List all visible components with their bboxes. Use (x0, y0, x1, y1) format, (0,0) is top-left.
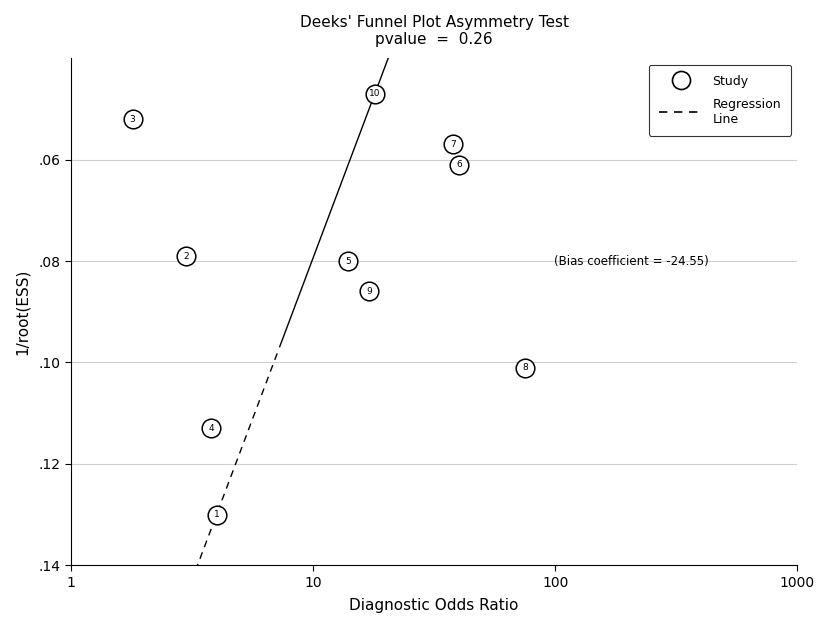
Point (362, 286, 375, 296)
Point (447, 139, 460, 149)
X-axis label: Diagnostic Odds Ratio: Diagnostic Odds Ratio (349, 598, 519, 613)
Point (342, 256, 355, 266)
Text: 4: 4 (208, 424, 214, 433)
Text: 1: 1 (213, 510, 219, 519)
Text: 8: 8 (522, 363, 528, 372)
Point (518, 362, 531, 372)
Text: 10: 10 (369, 89, 381, 98)
Text: 3: 3 (129, 115, 135, 124)
Point (126, 114, 139, 124)
Y-axis label: 1/root(ESS): 1/root(ESS) (15, 269, 30, 355)
Text: 6: 6 (456, 160, 461, 170)
Text: 5: 5 (345, 257, 351, 266)
Text: 2: 2 (183, 251, 189, 261)
Point (204, 423, 217, 433)
Legend: Study, Regression
Line: Study, Regression Line (649, 65, 791, 136)
Point (210, 509, 223, 519)
Text: 7: 7 (451, 140, 457, 149)
Text: (Bias coefficient = -24.55): (Bias coefficient = -24.55) (554, 254, 709, 268)
Point (179, 251, 193, 261)
Point (452, 160, 466, 170)
Point (369, 89, 382, 99)
Title: Deeks' Funnel Plot Asymmetry Test
pvalue  =  0.26: Deeks' Funnel Plot Asymmetry Test pvalue… (300, 15, 569, 47)
Text: 9: 9 (366, 287, 372, 296)
